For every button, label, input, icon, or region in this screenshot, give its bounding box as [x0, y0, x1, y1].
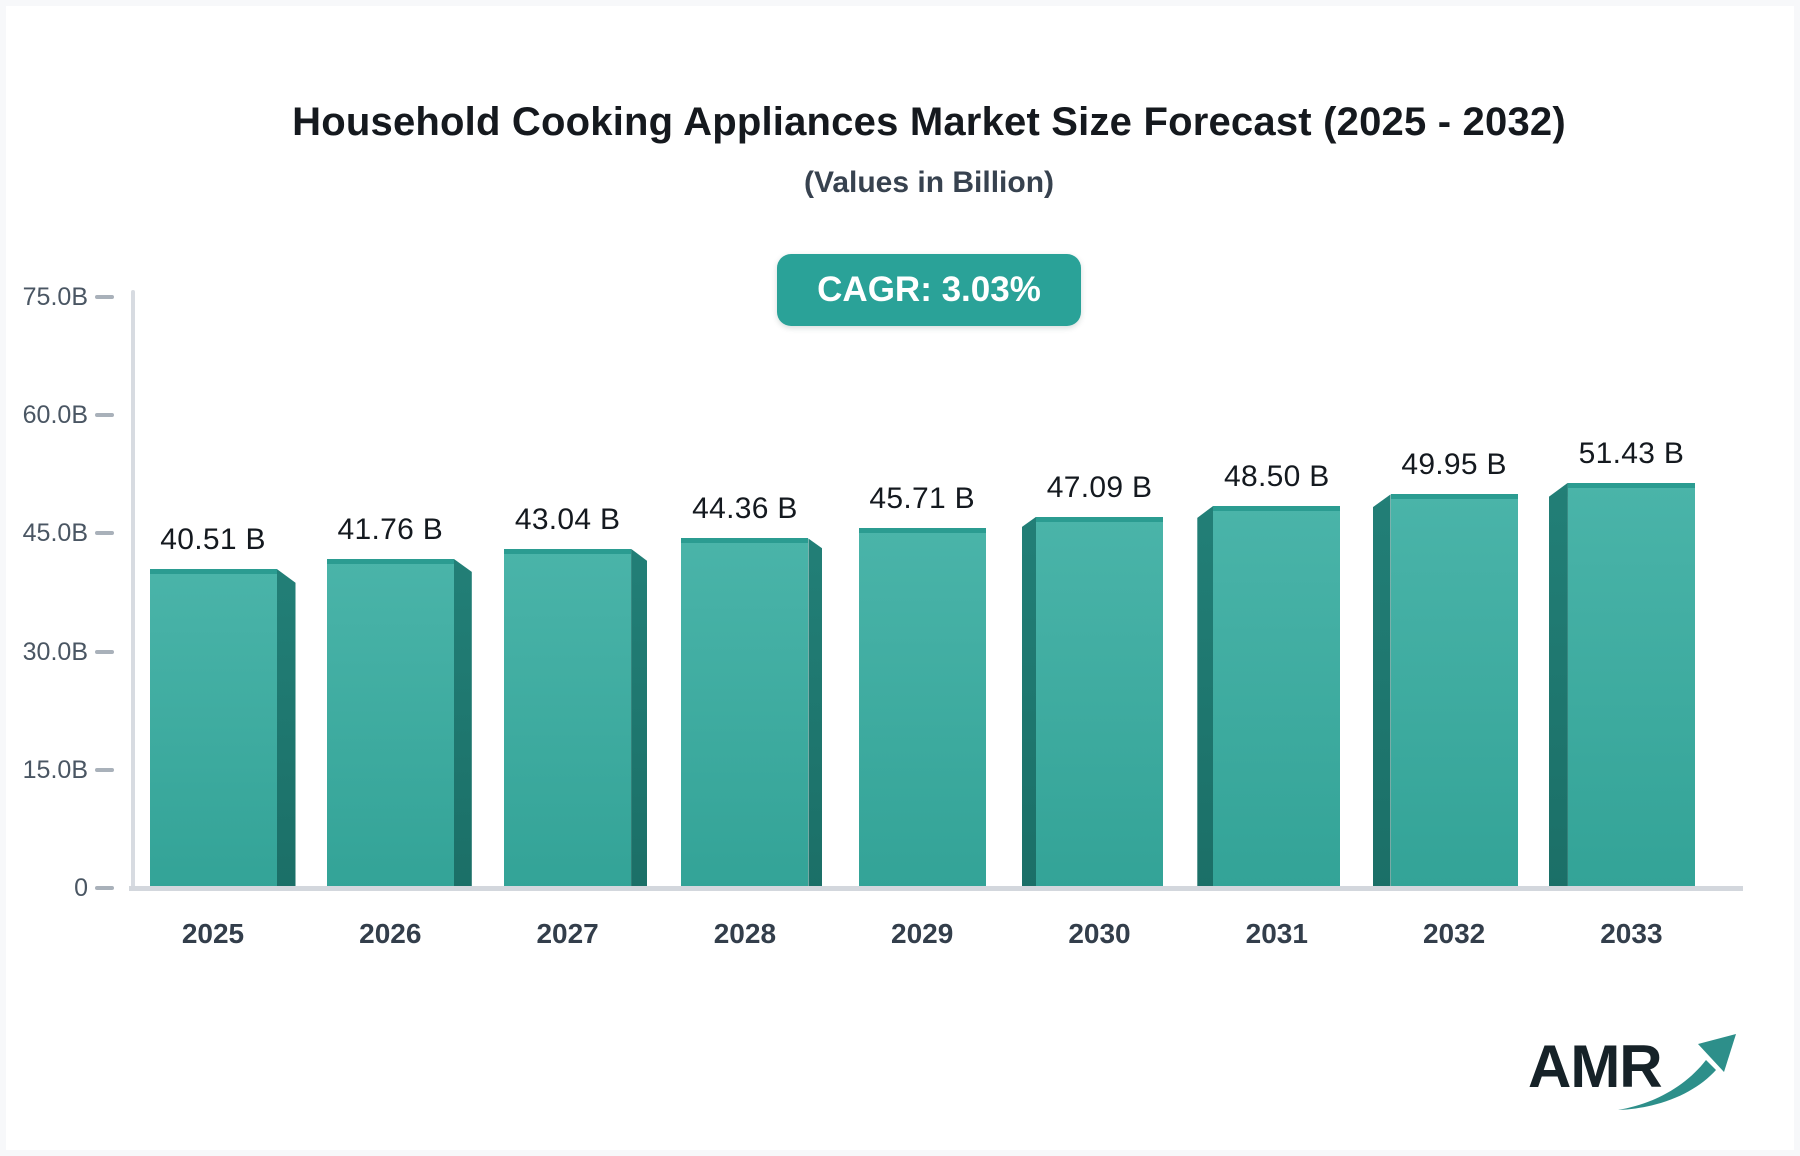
x-axis-label: 2026	[359, 918, 422, 949]
bar-top-edge	[858, 527, 986, 533]
bar-top-edge	[1036, 516, 1163, 522]
x-axis-label: 2032	[1422, 918, 1486, 949]
bar-value-label: 51.43 B	[1578, 436, 1685, 470]
x-axis-line	[129, 886, 1743, 891]
bar-side-2033	[1548, 482, 1568, 889]
x-axis-label: 2030	[1068, 918, 1131, 949]
amr-logo: AMR	[1528, 1032, 1758, 1128]
y-axis-tick-label: 0	[74, 874, 88, 902]
bar-2029	[858, 527, 986, 889]
x-axis-label: 2028	[713, 918, 777, 949]
bar-2027	[504, 548, 632, 889]
bar-value-label: 48.50 B	[1224, 459, 1330, 493]
y-axis-tick-label: 75.0B	[22, 283, 88, 311]
y-axis-tick-dash	[95, 767, 114, 772]
bar-side-2028	[808, 538, 823, 889]
y-axis-tick-dash	[95, 295, 114, 299]
bar-value-label: 49.95 B	[1401, 448, 1507, 482]
bar-top-edge	[149, 568, 277, 574]
y-axis-tick-label: 15.0B	[22, 755, 88, 784]
bar-value-label: 47.09 B	[1046, 470, 1153, 504]
bar-side-2031	[1197, 505, 1214, 889]
y-axis-tick-label: 60.0B	[22, 401, 88, 430]
bar-value-label: 44.36 B	[692, 492, 798, 526]
y-axis-tick-label: 45.0B	[22, 519, 88, 548]
amr-logo-text: AMR	[1528, 1033, 1663, 1100]
x-axis-label: 2025	[181, 918, 245, 949]
cagr-badge-row: CAGR: 3.03%	[58, 254, 1800, 326]
bar-top-edge	[1567, 482, 1695, 488]
chart-subtitle: (Values in Billion)	[803, 166, 1055, 199]
x-axis-label: 2031	[1245, 918, 1308, 949]
y-axis-tick-dash	[95, 531, 114, 536]
bar-top-edge	[504, 548, 632, 554]
bar-top-edge	[1390, 494, 1518, 500]
bar-top-edge	[326, 558, 454, 564]
bar-2032	[1390, 494, 1518, 889]
bar-side-2032	[1372, 494, 1391, 889]
y-axis-tick-label: 30.0B	[22, 637, 88, 666]
y-axis-line	[131, 290, 135, 890]
bar-2026	[326, 558, 454, 889]
x-axis-label: 2027	[536, 918, 599, 949]
cagr-badge: CAGR: 3.03%	[777, 254, 1081, 326]
y-axis-tick-dash	[95, 649, 114, 654]
bar-side-2030	[1022, 516, 1036, 889]
x-axis-label: 2033	[1600, 918, 1663, 949]
bar-value-label: 43.04 B	[514, 502, 621, 536]
bar-side-2026	[453, 558, 472, 889]
x-axis-label: 2029	[891, 918, 954, 949]
bar-2028	[681, 538, 809, 889]
bar-2030	[1036, 516, 1163, 889]
bar-value-label: 45.71 B	[869, 481, 975, 515]
bar-side-2027	[631, 548, 648, 889]
bar-2033	[1567, 482, 1695, 889]
y-axis-tick-dash	[95, 886, 114, 890]
growth-arrow-icon	[1618, 1034, 1736, 1110]
bar-2025	[149, 568, 277, 889]
bar-side-2025	[276, 568, 296, 889]
bar-top-edge	[681, 538, 809, 544]
bar-top-edge	[1213, 505, 1341, 511]
chart-title: Household Cooking Appliances Market Size…	[292, 100, 1566, 144]
y-axis-tick-dash	[95, 413, 114, 418]
bar-2031	[1213, 505, 1341, 889]
bar-value-label: 41.76 B	[337, 512, 444, 546]
bar-value-label: 40.51 B	[160, 522, 266, 556]
